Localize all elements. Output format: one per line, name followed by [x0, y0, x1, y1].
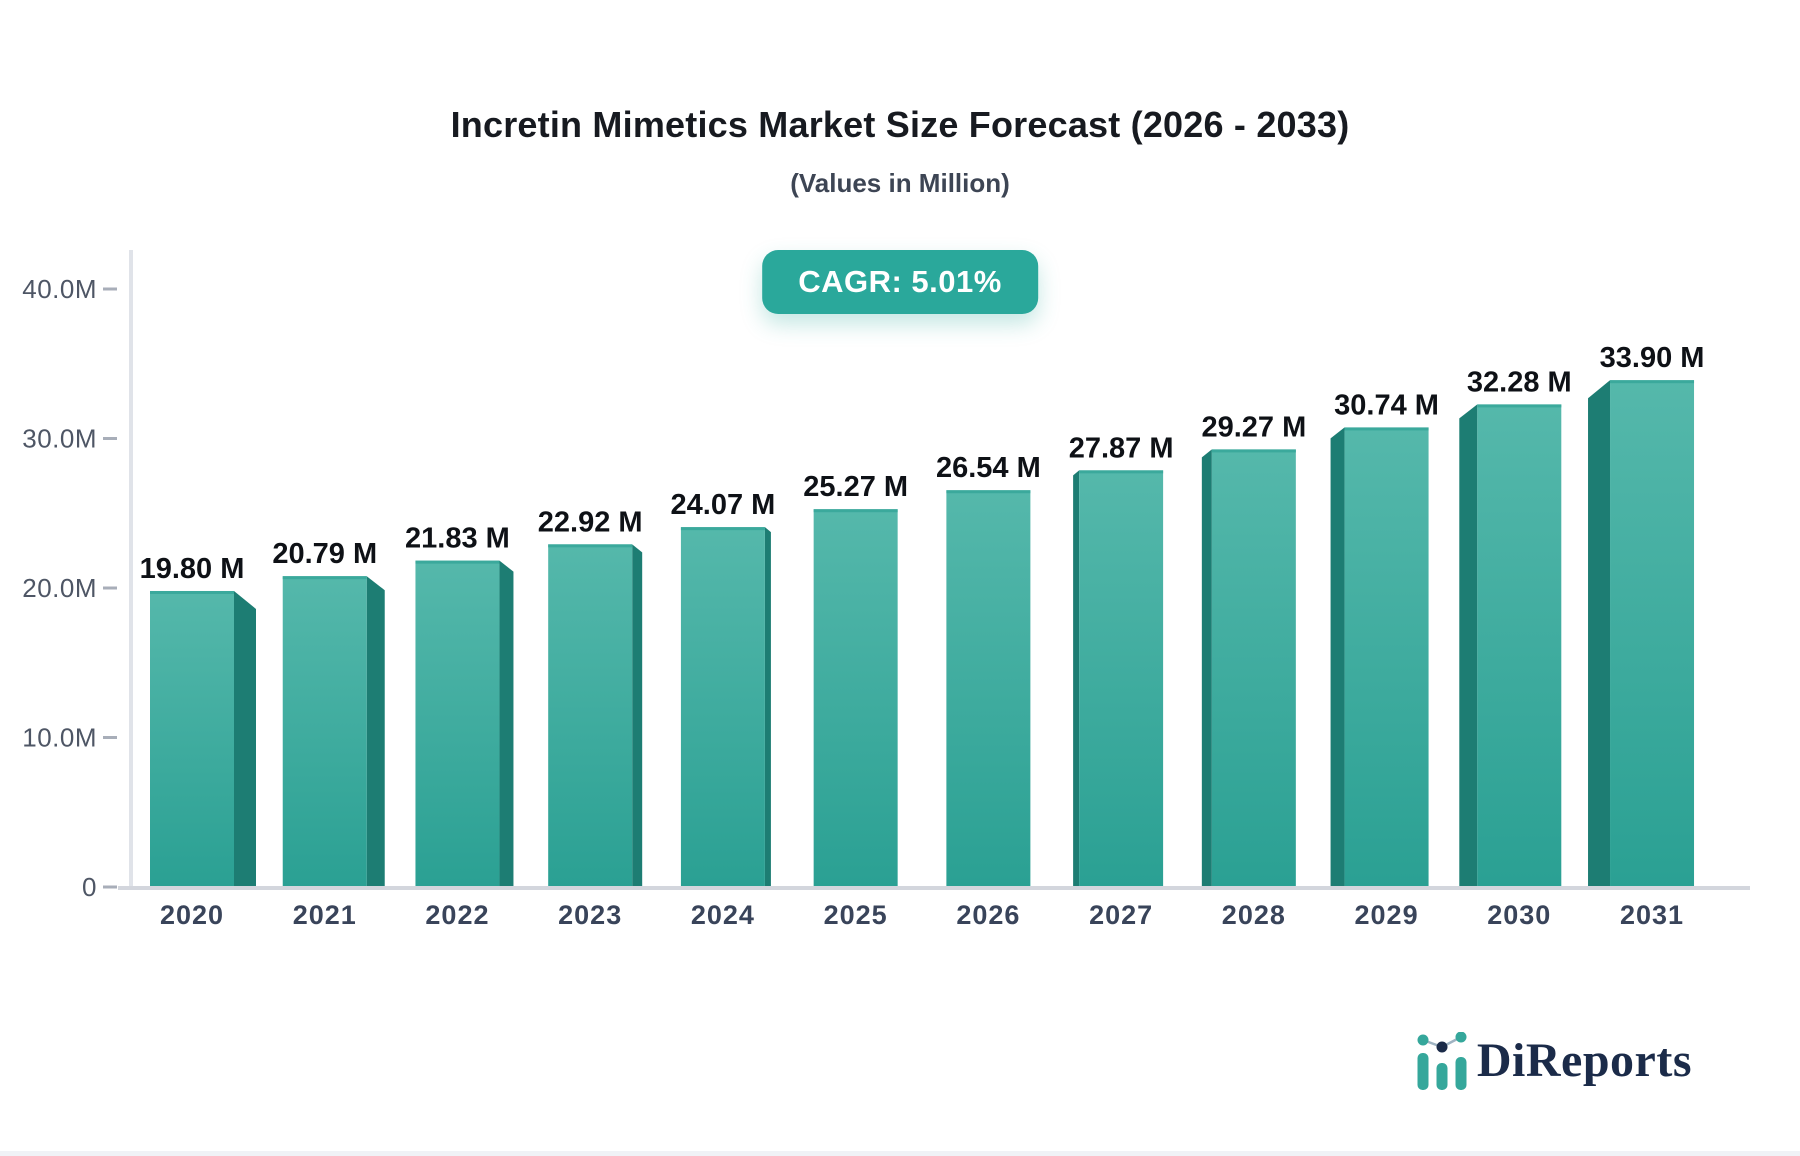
bar-front[interactable]: [1610, 380, 1695, 889]
bar-value-label: 33.90 M: [1600, 342, 1705, 374]
y-axis-tick-label: 10.0M: [22, 723, 97, 753]
bar-front[interactable]: [548, 544, 633, 889]
bar-top-edge: [1211, 449, 1296, 453]
x-axis-label: 2029: [1355, 900, 1419, 930]
bar-side: [366, 576, 385, 889]
y-axis-tick: [103, 437, 117, 440]
x-axis-label: 2030: [1487, 900, 1551, 930]
brand-name: DiReports: [1476, 1034, 1692, 1087]
bar-group-2021[interactable]: 20.79 M: [272, 538, 385, 889]
bar-side: [764, 527, 771, 889]
bar-front[interactable]: [813, 509, 898, 889]
x-axis-label: 2020: [160, 900, 224, 930]
brand-icon-dot: [1455, 1032, 1467, 1043]
x-axis-label: 2023: [558, 900, 622, 930]
y-axis-tick-label: 40.0M: [22, 274, 97, 304]
brand-icon-dot: [1417, 1034, 1429, 1046]
bar-front[interactable]: [150, 590, 234, 889]
bar-value-label: 25.27 M: [803, 471, 908, 503]
bar-side: [1073, 470, 1080, 889]
bar-value-label: 21.83 M: [405, 523, 510, 555]
bar-value-label: 32.28 M: [1467, 366, 1572, 398]
bar-group-2027[interactable]: 27.87 M: [1069, 432, 1174, 889]
bar-value-label: 26.54 M: [936, 452, 1041, 484]
bar-side: [1330, 427, 1345, 889]
x-axis-label: 2024: [691, 900, 755, 930]
bar-group-2024[interactable]: 24.07 M: [671, 489, 776, 889]
bar-value-label: 19.80 M: [140, 553, 245, 585]
bar-top-edge: [282, 576, 367, 580]
bar-top-edge: [548, 544, 633, 548]
bar-side: [499, 560, 514, 889]
bar-group-2028[interactable]: 29.27 M: [1201, 411, 1306, 889]
bar-top-edge: [1079, 470, 1164, 474]
bar-side: [1588, 380, 1611, 889]
bar-front[interactable]: [282, 576, 367, 889]
y-axis-tick-label: 0: [82, 872, 97, 902]
bar-group-2029[interactable]: 30.74 M: [1330, 389, 1439, 889]
bar-top-edge: [813, 509, 898, 513]
y-axis-tick: [103, 586, 117, 590]
bar-side: [234, 590, 256, 889]
bar-front[interactable]: [1079, 470, 1164, 889]
y-axis-line: [129, 250, 133, 889]
bar-value-label: 27.87 M: [1069, 432, 1174, 464]
brand-icon-bar: [1417, 1053, 1429, 1090]
y-axis-tick: [103, 287, 117, 291]
bar-value-label: 24.07 M: [671, 489, 776, 521]
bar-group-2022[interactable]: 21.83 M: [405, 523, 514, 889]
bar-front[interactable]: [1477, 404, 1562, 889]
y-axis-tick-label: 20.0M: [22, 573, 97, 603]
bar-top-edge: [680, 527, 765, 531]
brand-icon-dot: [1436, 1041, 1448, 1053]
bar-top-edge: [1344, 427, 1429, 431]
bar-value-label: 29.27 M: [1201, 411, 1306, 443]
bar-front[interactable]: [415, 560, 500, 889]
bar-top-edge: [1477, 404, 1562, 408]
cagr-badge: CAGR: 5.01%: [762, 250, 1038, 314]
x-axis-label: 2021: [293, 900, 357, 930]
bar-top-edge: [150, 590, 234, 594]
bar-top-edge: [1610, 380, 1695, 384]
x-axis-label: 2025: [824, 900, 888, 930]
brand-logo: DiReports: [1417, 1032, 1692, 1090]
brand-chart-icon: [1417, 1032, 1467, 1090]
bar-group-2030[interactable]: 32.28 M: [1459, 366, 1572, 889]
chart-subtitle: (Values in Million): [790, 168, 1010, 198]
bar-side: [632, 544, 643, 889]
y-axis-tick: [103, 736, 117, 739]
bar-top-edge: [946, 490, 1031, 494]
bar-front[interactable]: [1344, 427, 1429, 889]
x-axis-label: 2022: [425, 900, 489, 930]
x-axis-label: 2031: [1620, 900, 1684, 930]
bar-front[interactable]: [1211, 449, 1296, 889]
x-axis-label: 2028: [1222, 900, 1286, 930]
bar-group-2020[interactable]: 19.80 M: [140, 553, 256, 889]
bar-side: [1459, 404, 1478, 889]
bar-front[interactable]: [680, 527, 765, 889]
y-axis-tick-label: 30.0M: [22, 424, 97, 454]
bar-front[interactable]: [946, 490, 1031, 889]
bar-group-2025[interactable]: 25.27 M: [803, 471, 908, 889]
bar-value-label: 22.92 M: [538, 506, 643, 538]
bar-value-label: 20.79 M: [272, 538, 377, 570]
chart-title: Incretin Mimetics Market Size Forecast (…: [450, 104, 1350, 145]
brand-icon-bar: [1455, 1057, 1467, 1090]
bar-top-edge: [415, 560, 500, 564]
bar-group-2026[interactable]: 26.54 M: [936, 452, 1041, 889]
bar-group-2031[interactable]: 33.90 M: [1588, 342, 1704, 889]
x-axis-label: 2026: [956, 900, 1020, 930]
x-axis-baseline: [118, 886, 1750, 890]
bar-value-label: 30.74 M: [1334, 389, 1439, 421]
brand-icon-bar: [1436, 1063, 1448, 1090]
bar-group-2023[interactable]: 22.92 M: [538, 506, 643, 889]
y-axis-tick: [103, 885, 117, 889]
x-axis-label: 2027: [1089, 900, 1153, 930]
bar-side: [1201, 449, 1212, 889]
